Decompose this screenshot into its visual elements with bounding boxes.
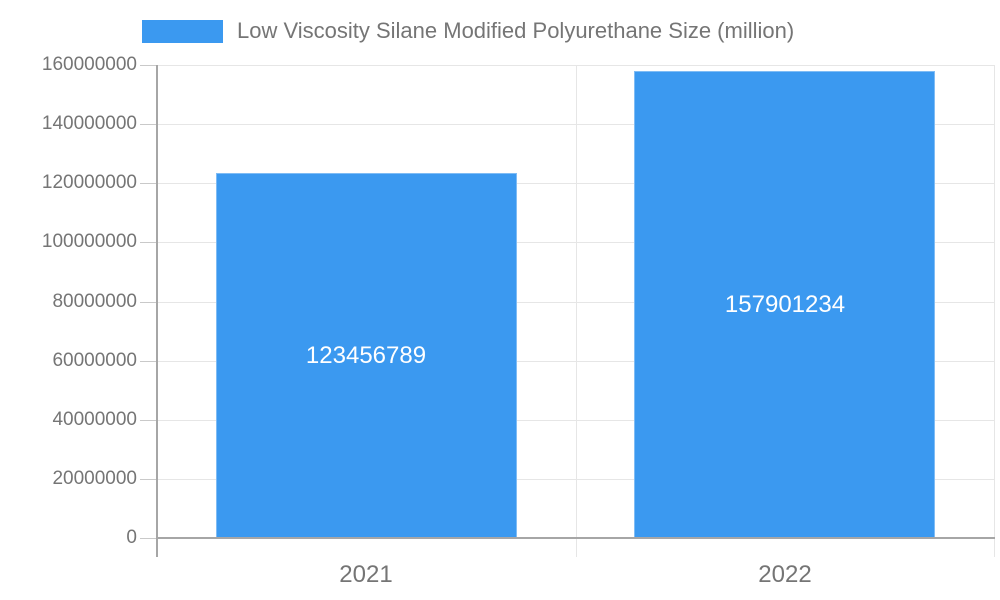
y-tick-label: 80000000	[52, 291, 137, 312]
y-tick-label: 40000000	[52, 409, 137, 430]
y-gridline	[157, 420, 994, 421]
y-tick-label: 120000000	[41, 172, 137, 193]
bar-value-label: 123456789	[305, 342, 427, 369]
bar-value-label: 157901234	[724, 291, 846, 318]
bar-2021[interactable]	[216, 173, 517, 538]
y-tick-mark	[140, 242, 157, 243]
y-gridline	[157, 479, 994, 480]
y-gridline	[157, 361, 994, 362]
y-gridline	[157, 242, 994, 243]
x-tick-label: 2021	[339, 561, 393, 588]
y-tick-mark	[140, 65, 157, 66]
category-divider	[576, 65, 577, 557]
y-tick-mark	[140, 302, 157, 303]
y-gridline	[157, 124, 994, 125]
y-tick-mark	[140, 183, 157, 184]
x-axis-line	[157, 537, 995, 539]
y-tick-label: 140000000	[41, 113, 137, 134]
y-tick-mark	[140, 479, 157, 480]
y-tick-label: 0	[126, 527, 137, 548]
bar-2022[interactable]	[634, 71, 935, 538]
y-gridline	[157, 302, 994, 303]
y-tick-mark	[140, 538, 157, 539]
legend-swatch	[142, 19, 223, 43]
y-tick-mark	[140, 420, 157, 421]
legend-label: Low Viscosity Silane Modified Polyuretha…	[237, 18, 795, 43]
plot-right-border	[994, 65, 995, 557]
y-tick-label: 60000000	[52, 350, 137, 371]
y-gridline	[157, 183, 994, 184]
y-tick-mark	[140, 361, 157, 362]
y-tick-label: 160000000	[41, 54, 137, 75]
legend: Low Viscosity Silane Modified Polyuretha…	[142, 17, 794, 45]
y-tick-label: 20000000	[52, 468, 137, 489]
y-axis-line	[156, 65, 158, 557]
y-gridline	[157, 65, 994, 66]
x-tick-label: 2022	[758, 561, 812, 588]
y-tick-label: 100000000	[41, 231, 137, 252]
y-tick-mark	[140, 124, 157, 125]
